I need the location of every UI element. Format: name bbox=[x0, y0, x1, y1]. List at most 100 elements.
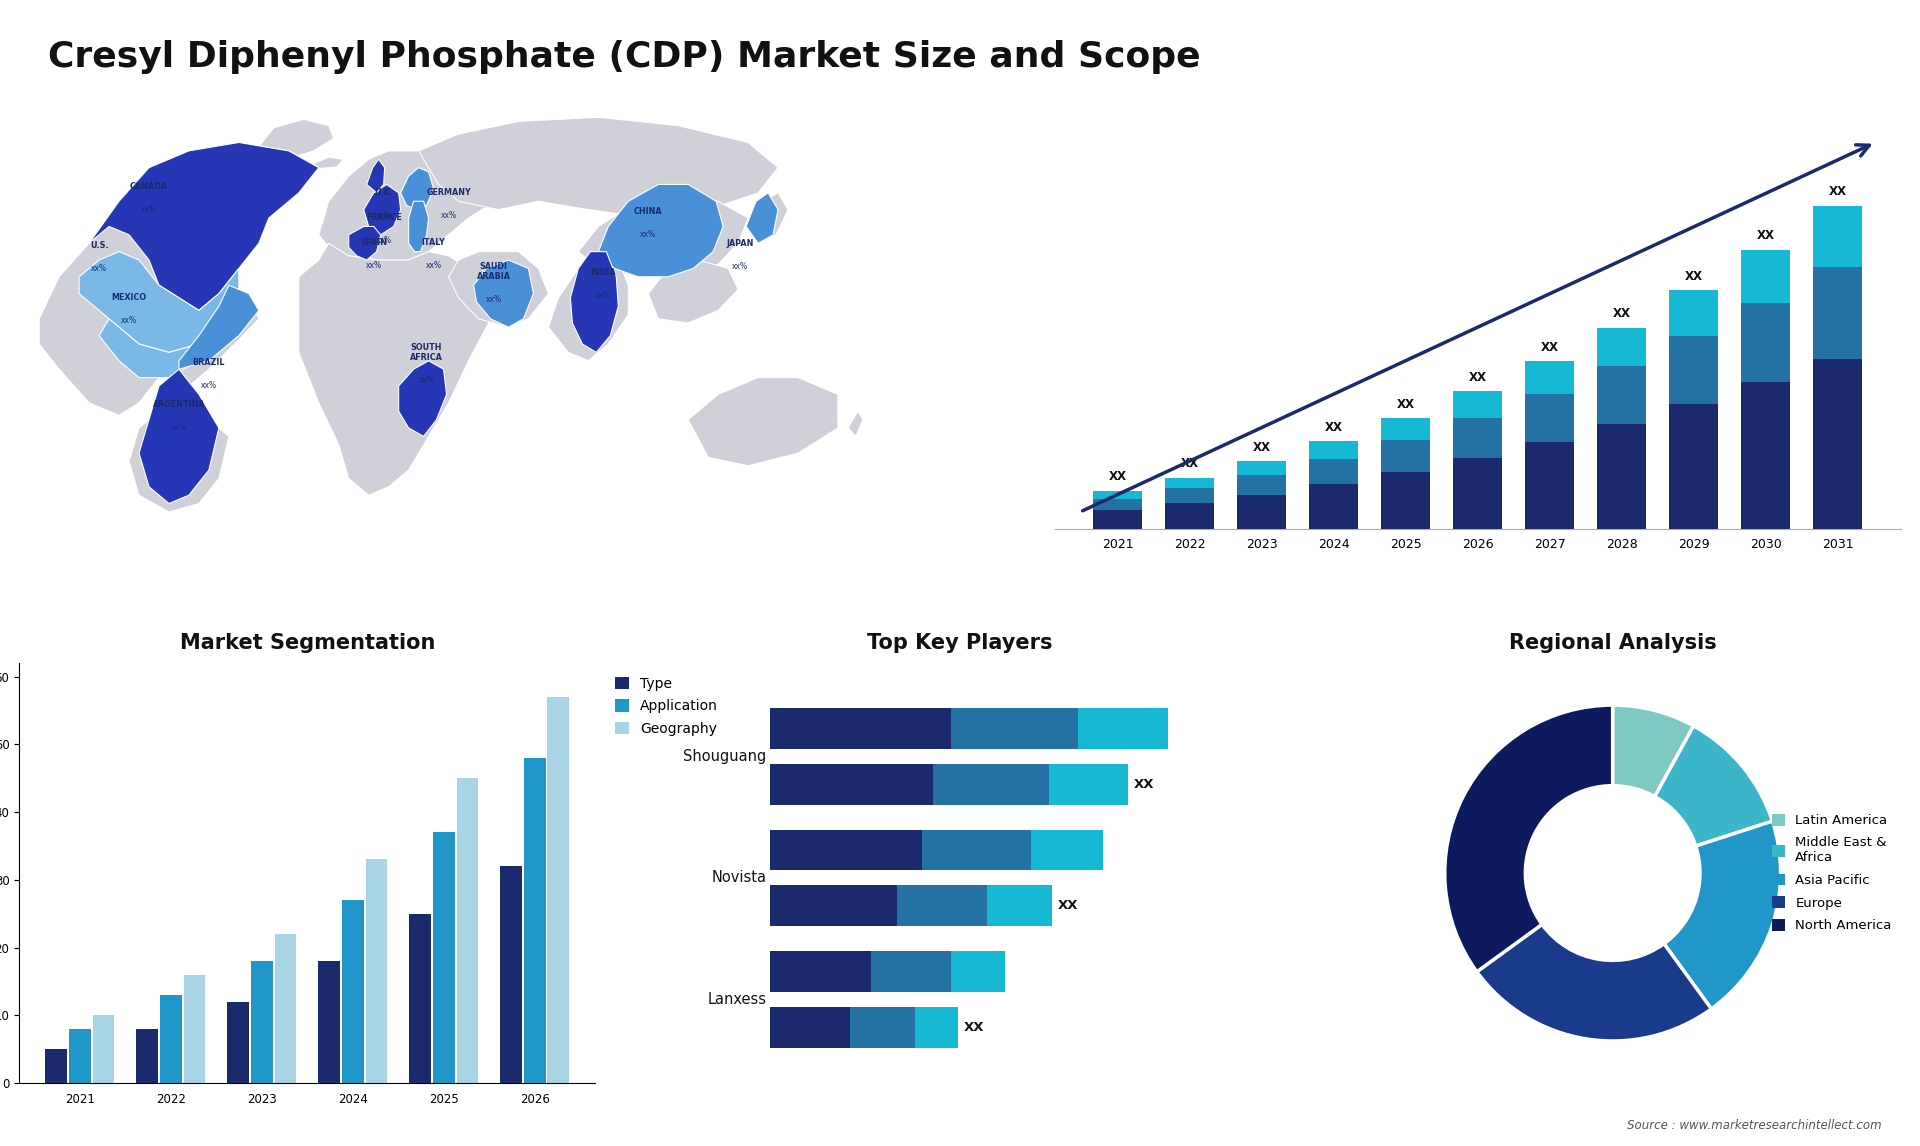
Polygon shape bbox=[749, 193, 787, 243]
Bar bbox=[1380, 440, 1430, 472]
Bar bbox=[1380, 472, 1430, 528]
Text: xx%: xx% bbox=[202, 382, 217, 390]
Text: XX: XX bbox=[1181, 457, 1198, 470]
Text: XX: XX bbox=[1540, 340, 1559, 354]
Text: xx%: xx% bbox=[639, 230, 657, 240]
Bar bbox=[1741, 303, 1789, 383]
Wedge shape bbox=[1476, 925, 1711, 1041]
Bar bbox=[1380, 418, 1430, 440]
Text: XX: XX bbox=[1252, 441, 1271, 454]
Polygon shape bbox=[300, 243, 488, 495]
Bar bbox=[275, 934, 296, 1083]
Bar bbox=[1236, 462, 1286, 474]
Bar bbox=[987, 886, 1052, 926]
Text: XX: XX bbox=[1135, 778, 1154, 791]
Text: Shouguang: Shouguang bbox=[684, 749, 766, 764]
Text: ARGENTINA: ARGENTINA bbox=[154, 400, 205, 409]
Polygon shape bbox=[409, 202, 428, 252]
Polygon shape bbox=[79, 252, 238, 353]
Bar bbox=[1812, 267, 1862, 359]
Polygon shape bbox=[129, 285, 259, 512]
Text: JAPAN: JAPAN bbox=[726, 240, 755, 249]
Title: Market Segmentation: Market Segmentation bbox=[180, 634, 436, 653]
Text: xx%: xx% bbox=[121, 316, 136, 325]
Text: xx%: xx% bbox=[426, 260, 442, 269]
Text: Cresyl Diphenyl Phosphate (CDP) Market Size and Scope: Cresyl Diphenyl Phosphate (CDP) Market S… bbox=[48, 40, 1200, 74]
Text: GERMANY: GERMANY bbox=[426, 188, 470, 197]
Bar bbox=[770, 951, 872, 991]
Bar bbox=[770, 886, 897, 926]
Text: XX: XX bbox=[1108, 470, 1127, 484]
Text: Lanxess: Lanxess bbox=[707, 991, 766, 1007]
Bar bbox=[1524, 442, 1574, 528]
Bar bbox=[1453, 458, 1501, 528]
Bar bbox=[1092, 490, 1142, 499]
Polygon shape bbox=[100, 319, 200, 377]
Text: xx%: xx% bbox=[595, 291, 611, 300]
Text: BRAZIL: BRAZIL bbox=[192, 358, 225, 367]
Bar bbox=[770, 764, 933, 804]
Bar bbox=[770, 1007, 849, 1047]
Bar bbox=[159, 995, 182, 1083]
Text: Source : www.marketresearchintellect.com: Source : www.marketresearchintellect.com bbox=[1626, 1120, 1882, 1132]
Polygon shape bbox=[687, 377, 837, 465]
Bar bbox=[770, 708, 950, 749]
Bar bbox=[365, 860, 388, 1083]
Text: XX: XX bbox=[1684, 269, 1703, 283]
Bar bbox=[501, 866, 522, 1083]
Text: Novista: Novista bbox=[710, 871, 766, 886]
Bar bbox=[252, 961, 273, 1083]
Polygon shape bbox=[474, 260, 534, 328]
Bar bbox=[914, 1007, 958, 1047]
Polygon shape bbox=[363, 185, 401, 235]
Legend: Type, Application, Geography: Type, Application, Geography bbox=[609, 670, 726, 743]
Text: CANADA: CANADA bbox=[131, 182, 169, 190]
Bar bbox=[1236, 495, 1286, 528]
Text: U.K.: U.K. bbox=[374, 188, 394, 197]
Bar bbox=[1165, 478, 1213, 488]
Bar bbox=[1236, 474, 1286, 495]
Text: xx%: xx% bbox=[376, 236, 392, 245]
Polygon shape bbox=[179, 285, 259, 369]
Bar bbox=[184, 974, 205, 1083]
Bar bbox=[770, 830, 922, 871]
Text: INDIA: INDIA bbox=[591, 268, 616, 277]
Bar bbox=[1597, 424, 1645, 528]
Text: SOUTH
AFRICA: SOUTH AFRICA bbox=[411, 343, 444, 362]
Text: XX: XX bbox=[964, 1021, 985, 1034]
Wedge shape bbox=[1613, 705, 1693, 796]
Polygon shape bbox=[253, 119, 334, 158]
Bar bbox=[1309, 458, 1357, 485]
Bar bbox=[1165, 503, 1213, 528]
Bar bbox=[1741, 383, 1789, 528]
Polygon shape bbox=[578, 193, 749, 277]
Text: xx%: xx% bbox=[140, 205, 157, 214]
Bar bbox=[1668, 290, 1718, 336]
Bar bbox=[1031, 830, 1104, 871]
Text: xx%: xx% bbox=[171, 423, 186, 432]
Text: XX: XX bbox=[1325, 421, 1342, 434]
Title: Top Key Players: Top Key Players bbox=[868, 634, 1052, 653]
Polygon shape bbox=[747, 193, 778, 243]
Polygon shape bbox=[367, 159, 384, 193]
Bar bbox=[227, 1002, 250, 1083]
Bar bbox=[1812, 359, 1862, 528]
Bar bbox=[872, 951, 950, 991]
Legend: Latin America, Middle East &
Africa, Asia Pacific, Europe, North America: Latin America, Middle East & Africa, Asi… bbox=[1766, 808, 1897, 937]
Polygon shape bbox=[399, 361, 447, 437]
Wedge shape bbox=[1444, 705, 1613, 972]
Bar bbox=[1597, 367, 1645, 424]
Bar bbox=[319, 961, 340, 1083]
Polygon shape bbox=[599, 185, 724, 277]
Bar bbox=[897, 886, 987, 926]
Text: xx%: xx% bbox=[732, 262, 749, 272]
Polygon shape bbox=[401, 167, 434, 210]
Polygon shape bbox=[649, 260, 737, 323]
Bar bbox=[1309, 441, 1357, 458]
Text: XX: XX bbox=[1469, 371, 1486, 384]
Polygon shape bbox=[138, 369, 219, 503]
Text: xx%: xx% bbox=[365, 260, 382, 269]
Text: SPAIN: SPAIN bbox=[361, 237, 388, 246]
Bar bbox=[1077, 708, 1167, 749]
Text: XX: XX bbox=[1058, 900, 1079, 912]
